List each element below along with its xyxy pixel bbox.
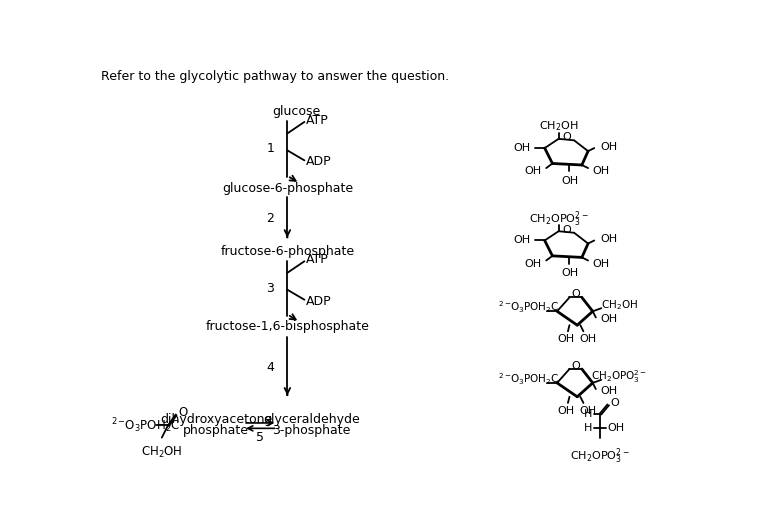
Text: glucose-6-phosphate: glucose-6-phosphate <box>222 182 353 195</box>
Text: glyceraldehyde: glyceraldehyde <box>263 413 360 427</box>
Text: OH: OH <box>524 259 541 269</box>
Text: OH: OH <box>558 334 575 344</box>
Text: phosphate: phosphate <box>183 424 249 437</box>
Text: 3-phosphate: 3-phosphate <box>272 424 350 437</box>
Text: $^{2-}\!\mathrm{O_3POH_2C}$: $^{2-}\!\mathrm{O_3POH_2C}$ <box>112 416 181 435</box>
Text: OH: OH <box>608 422 625 432</box>
Text: $^{2-}\!\mathrm{O_3POH_2C}$: $^{2-}\!\mathrm{O_3POH_2C}$ <box>498 371 560 387</box>
Text: fructose-1,6-bisphosphate: fructose-1,6-bisphosphate <box>205 320 369 333</box>
Text: OH: OH <box>601 234 618 244</box>
Text: H: H <box>583 409 592 419</box>
Text: OH: OH <box>593 259 610 269</box>
Text: 3: 3 <box>267 282 275 295</box>
Text: OH: OH <box>601 142 618 152</box>
Text: ADP: ADP <box>306 295 332 308</box>
Text: OH: OH <box>593 166 610 176</box>
Text: glucose: glucose <box>272 105 321 118</box>
Text: OH: OH <box>580 406 597 416</box>
Text: ADP: ADP <box>306 155 332 168</box>
Text: H: H <box>583 422 592 432</box>
Text: $\mathrm{CH_2OPO_3^{2-}}$: $\mathrm{CH_2OPO_3^{2-}}$ <box>591 369 647 385</box>
Text: O: O <box>571 361 580 371</box>
Text: O: O <box>571 289 580 299</box>
Text: O: O <box>611 398 619 408</box>
Text: OH: OH <box>561 268 578 278</box>
Text: $\mathrm{CH_2OH}$: $\mathrm{CH_2OH}$ <box>539 120 579 134</box>
Text: OH: OH <box>524 166 541 176</box>
Text: OH: OH <box>580 334 597 344</box>
Text: OH: OH <box>558 406 575 416</box>
Text: ATP: ATP <box>306 253 328 266</box>
Text: OH: OH <box>561 176 578 186</box>
Text: $\mathrm{CH_2OH}$: $\mathrm{CH_2OH}$ <box>601 298 637 312</box>
Text: $\mathrm{CH_2OPO_3^{2-}}$: $\mathrm{CH_2OPO_3^{2-}}$ <box>529 209 589 229</box>
Text: OH: OH <box>601 385 618 395</box>
Text: OH: OH <box>513 143 530 153</box>
Text: ATP: ATP <box>306 114 328 127</box>
Text: fructose-6-phosphate: fructose-6-phosphate <box>220 245 354 258</box>
Text: O: O <box>562 225 571 234</box>
Text: $\mathrm{CH_2OPO_3^{2-}}$: $\mathrm{CH_2OPO_3^{2-}}$ <box>569 446 629 466</box>
Text: O: O <box>562 133 571 142</box>
Text: $^{2-}\!\mathrm{O_3POH_2C}$: $^{2-}\!\mathrm{O_3POH_2C}$ <box>498 300 560 315</box>
Text: 2: 2 <box>267 212 275 225</box>
Text: 5: 5 <box>257 431 264 444</box>
Text: $\mathrm{CH_2OH}$: $\mathrm{CH_2OH}$ <box>141 445 183 460</box>
Text: 4: 4 <box>267 361 275 374</box>
Text: O: O <box>178 407 187 419</box>
Text: Refer to the glycolytic pathway to answer the question.: Refer to the glycolytic pathway to answe… <box>101 70 448 82</box>
Text: OH: OH <box>601 314 618 324</box>
Text: 1: 1 <box>267 143 275 155</box>
Text: dihydroxyacetone: dihydroxyacetone <box>160 413 272 427</box>
Text: OH: OH <box>513 235 530 246</box>
